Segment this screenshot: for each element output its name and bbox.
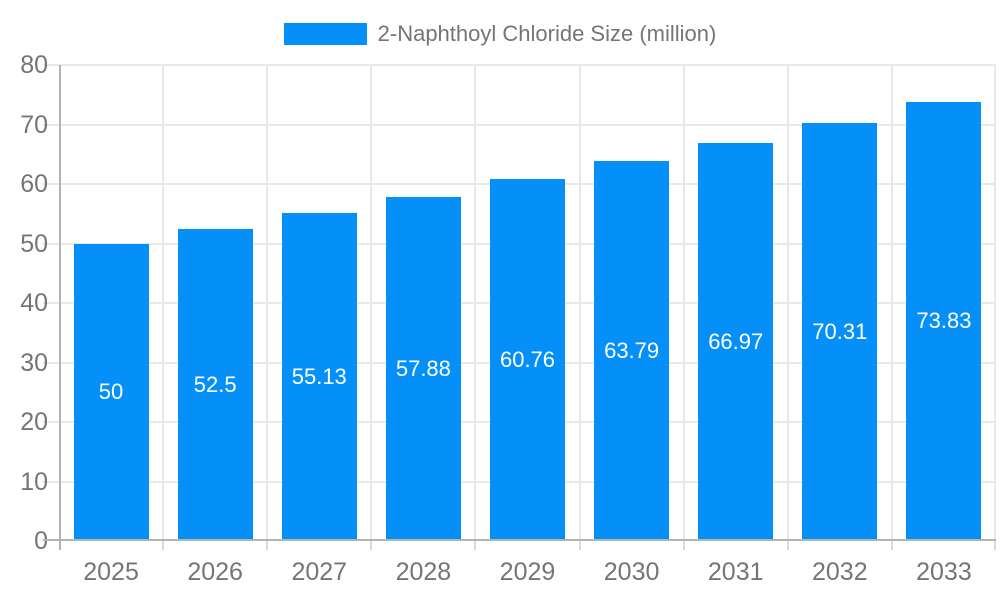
- bar-value-label: 66.97: [708, 328, 764, 354]
- bar-2025[interactable]: 50: [73, 243, 149, 541]
- x-axis-tick: [787, 541, 789, 550]
- legend[interactable]: 2-Naphthoyl Chloride Size (million): [0, 19, 1000, 49]
- y-axis-tick-label: 60: [20, 170, 48, 198]
- legend-swatch: [283, 23, 367, 45]
- bar-value-label: 57.88: [395, 355, 451, 381]
- gridline-vertical: [787, 65, 789, 541]
- y-axis-tick-label: 20: [20, 408, 48, 436]
- y-axis-tick-label: 0: [34, 527, 48, 555]
- gridline-vertical: [266, 65, 268, 541]
- y-axis-tick-label: 30: [20, 348, 48, 377]
- x-axis-tick-label: 2030: [603, 558, 660, 586]
- x-axis-tick-label: 2032: [812, 558, 868, 586]
- x-axis-tick-label: 2033: [916, 558, 972, 586]
- bar-2029[interactable]: 60.76: [490, 179, 565, 541]
- bar-2033[interactable]: 73.83: [906, 101, 982, 541]
- x-axis-tick: [370, 541, 372, 550]
- bar-value-label: 73.83: [916, 308, 972, 334]
- bar-2030[interactable]: 63.79: [594, 161, 670, 541]
- bar-2028[interactable]: 57.88: [385, 196, 461, 541]
- gridline-horizontal: [43, 64, 996, 66]
- y-axis-tick-label: 80: [20, 51, 48, 79]
- x-axis-tick: [266, 541, 268, 550]
- bar-value-label: 50: [98, 379, 124, 405]
- bar-2032[interactable]: 70.31: [802, 122, 878, 541]
- gridline-vertical: [683, 65, 685, 541]
- gridline-horizontal: [43, 123, 996, 126]
- x-axis-tick-label: 2031: [707, 558, 764, 586]
- x-axis-tick: [994, 541, 996, 550]
- x-axis-tick: [579, 541, 581, 550]
- y-axis-tick-label: 50: [20, 229, 48, 258]
- x-axis-line: [43, 539, 996, 541]
- x-axis-tick-label: 2027: [291, 558, 348, 586]
- y-axis-tick-label: 70: [20, 110, 48, 139]
- x-axis-tick: [683, 541, 685, 550]
- bar-value-label: 60.76: [499, 347, 556, 373]
- bar-value-label: 70.31: [812, 318, 868, 344]
- bar-value-label: 52.5: [193, 371, 237, 397]
- gridline-vertical: [579, 65, 581, 541]
- y-axis-tick-label: 40: [20, 289, 48, 317]
- x-axis-tick-label: 2029: [499, 558, 556, 586]
- bar-value-label: 63.79: [604, 338, 660, 364]
- x-axis-tick-label: 2028: [395, 558, 452, 586]
- gridline-vertical: [994, 65, 996, 541]
- plot-area: 50 52.5 55.13 57.88 60.76 63.79 66.97 70.31 73.8…: [43, 64, 996, 550]
- x-axis-tick: [891, 541, 893, 550]
- y-axis-line: [59, 65, 61, 550]
- x-axis-tick: [162, 541, 164, 550]
- bar-2026[interactable]: 52.5: [177, 228, 253, 541]
- gridline-vertical: [162, 65, 164, 541]
- x-axis-tick: [474, 541, 476, 550]
- bar-2031[interactable]: 66.97: [698, 142, 774, 541]
- bar-2027[interactable]: 55.13: [281, 212, 357, 541]
- legend-label: 2-Naphthoyl Chloride Size (million): [377, 21, 717, 46]
- gridline-vertical: [370, 65, 372, 541]
- y-axis-tick-label: 10: [20, 467, 48, 496]
- bar-value-label: 55.13: [291, 363, 347, 389]
- gridline-vertical: [891, 65, 893, 541]
- x-axis-tick-label: 2025: [83, 558, 139, 586]
- gridline-vertical: [474, 65, 476, 541]
- x-axis-tick-label: 2026: [187, 558, 243, 586]
